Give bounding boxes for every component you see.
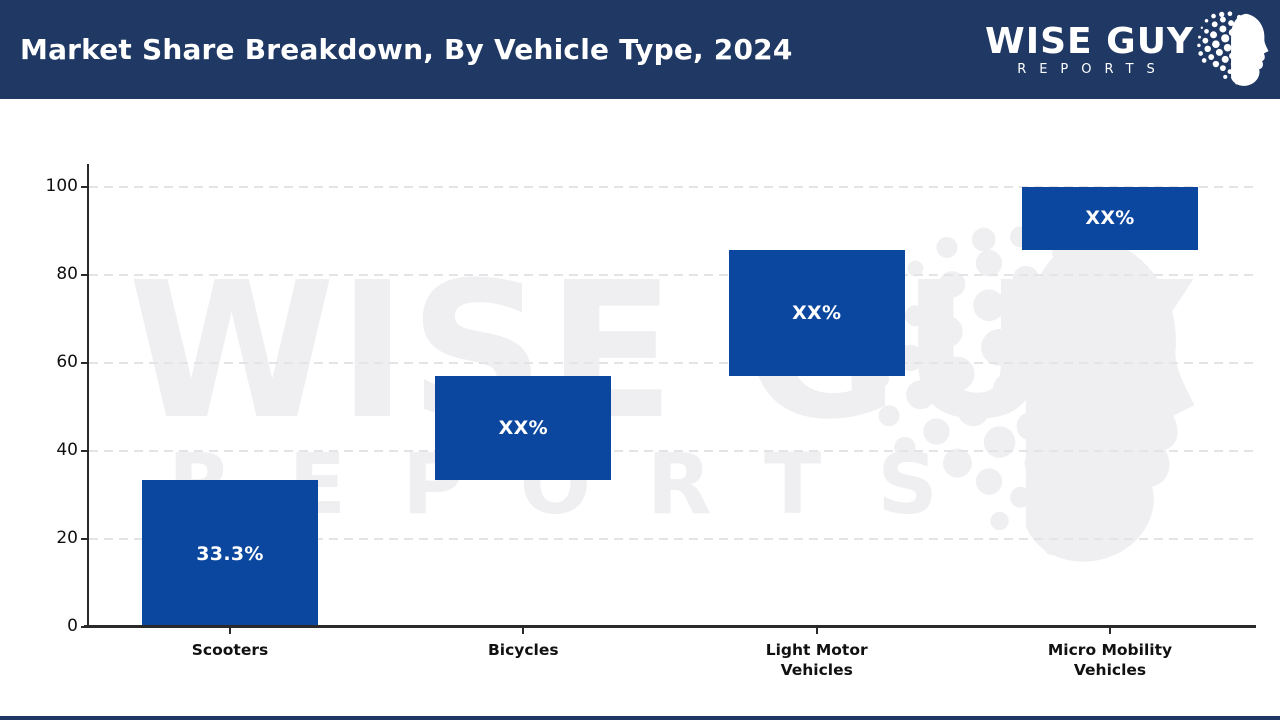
y-tick-label-20: 20 <box>56 528 78 548</box>
chart-title: Market Share Breakdown, By Vehicle Type,… <box>20 33 793 66</box>
x-tick-bicycles <box>522 628 525 634</box>
x-tick-scooters <box>229 628 231 634</box>
brand-name: WISE GUY <box>984 21 1194 63</box>
bar-value-label: 33.3% <box>196 542 264 565</box>
bar-micro-mobility-vehicles: XX% <box>1022 187 1198 250</box>
y-tick-20 <box>81 538 88 540</box>
brand-logo-text: WISE GUY REPORTS <box>985 23 1194 77</box>
y-tick-40 <box>81 450 88 452</box>
category-label-scooters: Scooters <box>191 641 269 659</box>
y-axis-line <box>87 164 89 628</box>
brand-subtitle: REPORTS <box>1017 61 1168 77</box>
y-tick-label-60: 60 <box>56 352 78 372</box>
brand-logo: WISE GUY REPORTS <box>985 6 1272 94</box>
bar-light-motor-vehicles: XX% <box>728 249 905 376</box>
bar-value-label: XX% <box>792 301 842 324</box>
y-tick-60 <box>81 362 88 364</box>
bar-scooters: 33.3% <box>142 480 318 627</box>
x-axis-line <box>84 625 1256 628</box>
bar-bicycles: XX% <box>435 375 612 481</box>
watermark-dotted-head-icon <box>873 226 1195 562</box>
y-tick-0 <box>81 626 88 628</box>
y-tick-label-100: 100 <box>45 176 78 196</box>
gridline-100 <box>89 186 1256 188</box>
x-tick-light-motor-vehicles <box>815 628 818 634</box>
y-tick-label-80: 80 <box>56 264 78 284</box>
category-label-micro-mobility-vehicles: Micro Mobility Vehicles <box>1047 641 1173 680</box>
category-label-bicycles: Bicycles <box>487 641 559 659</box>
brand-dotted-head-icon <box>1197 11 1269 86</box>
y-tick-100 <box>81 186 88 188</box>
gridline-60 <box>89 362 1256 364</box>
gridline-40 <box>89 450 1256 452</box>
gridline-80 <box>89 274 1256 276</box>
y-tick-label-40: 40 <box>56 440 78 460</box>
gridline-20 <box>89 538 1256 540</box>
header: Market Share Breakdown, By Vehicle Type,… <box>0 0 1280 99</box>
y-tick-label-0: 0 <box>67 616 78 636</box>
category-label-light-motor-vehicles: Light Motor Vehicles <box>765 641 868 680</box>
x-tick-micro-mobility-vehicles <box>1109 628 1111 634</box>
y-tick-80 <box>81 274 88 276</box>
bar-value-label: XX% <box>1085 207 1135 230</box>
footer-strip <box>0 716 1280 720</box>
bar-value-label: XX% <box>498 417 548 440</box>
